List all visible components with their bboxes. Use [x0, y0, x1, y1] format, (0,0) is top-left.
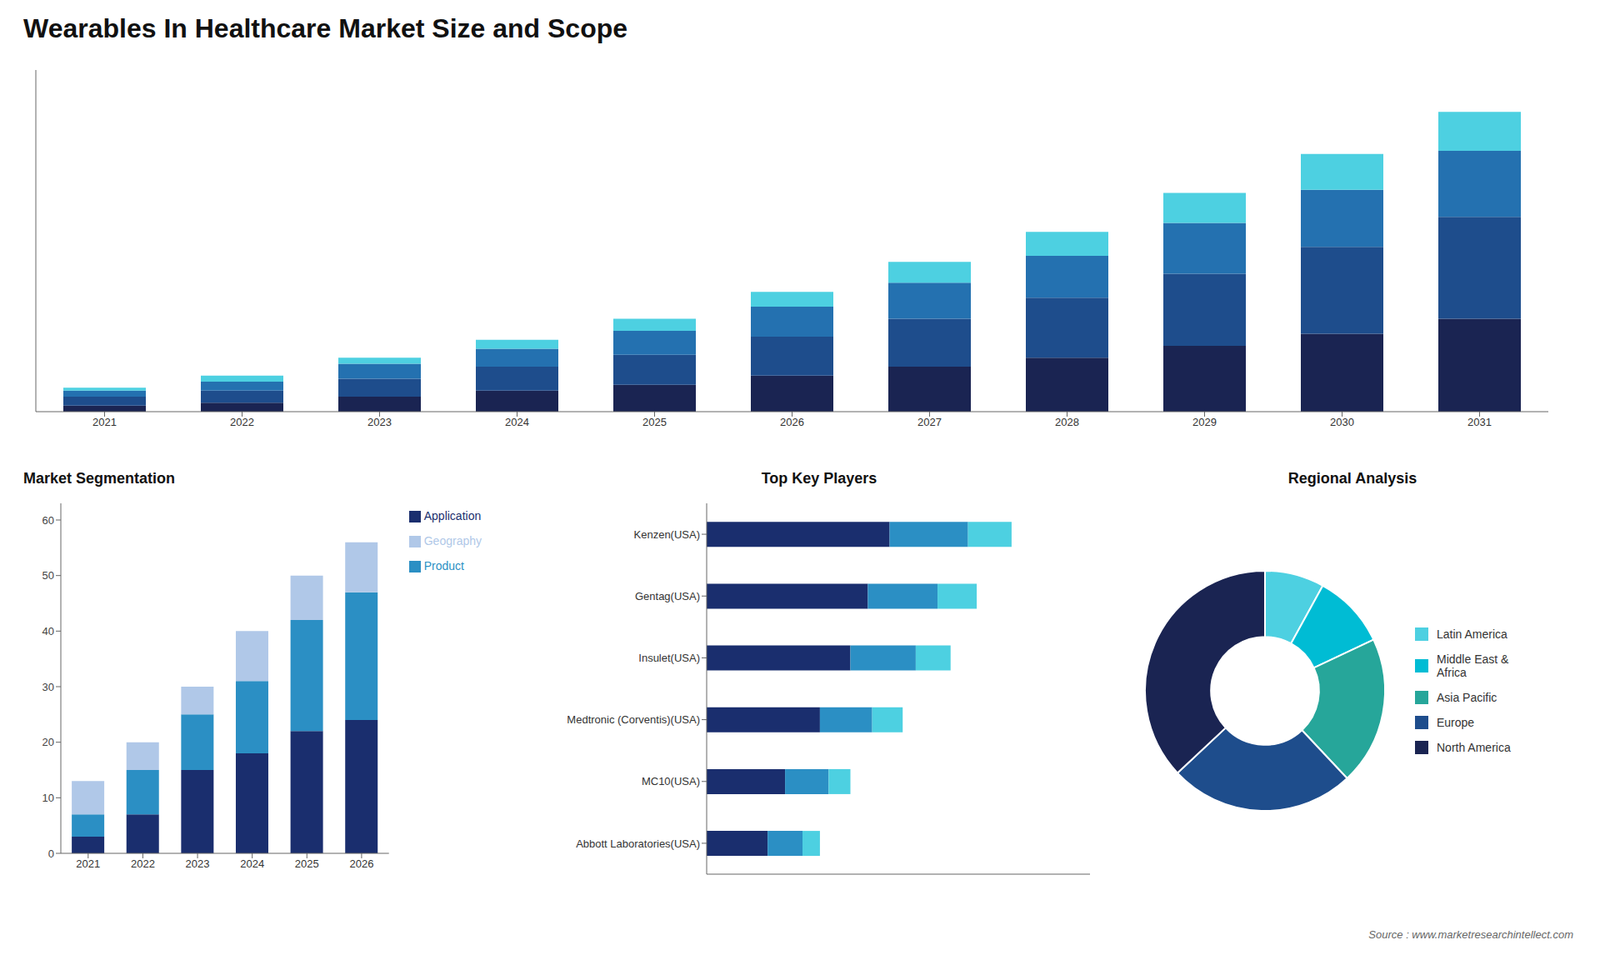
svg-text:Medtronic (Corventis)(USA): Medtronic (Corventis)(USA)	[566, 713, 700, 726]
svg-text:30: 30	[42, 680, 55, 694]
html-text:Wearables In Healthcare Market: Wearables In Healthcare Market Size and …	[23, 13, 628, 44]
html-text:Europe: Europe	[1436, 715, 1475, 730]
svg-text:2023: 2023	[367, 415, 392, 429]
svg-text:Gentag(USA): Gentag(USA)	[635, 590, 700, 603]
html-text:Top Key Players: Top Key Players	[761, 470, 877, 487]
svg-text:2026: 2026	[349, 857, 374, 870]
svg-text:2026: 2026	[780, 415, 805, 429]
svg-text:2021: 2021	[92, 415, 117, 429]
svg-text:2025: 2025	[642, 415, 667, 429]
svg-text:2022: 2022	[230, 415, 255, 429]
svg-text:20: 20	[42, 735, 55, 749]
html-text:Market Segmentation: Market Segmentation	[23, 470, 175, 487]
svg-text:40: 40	[42, 625, 55, 638]
svg-text:2031: 2031	[1467, 415, 1492, 429]
svg-text:2021: 2021	[75, 857, 100, 870]
html-text:North America: North America	[1436, 740, 1511, 755]
html-text:Regional Analysis: Regional Analysis	[1288, 470, 1417, 487]
html-text:Asia Pacific: Asia Pacific	[1436, 690, 1497, 705]
svg-text:2028: 2028	[1055, 415, 1080, 429]
svg-text:60: 60	[42, 514, 55, 527]
html-text:Geography: Geography	[423, 534, 482, 548]
svg-text:2024: 2024	[505, 415, 530, 429]
svg-text:2030: 2030	[1330, 415, 1355, 429]
svg-text:Kenzen(USA): Kenzen(USA)	[634, 528, 700, 541]
svg-text:2023: 2023	[185, 857, 210, 870]
svg-text:50: 50	[42, 569, 55, 582]
svg-text:2029: 2029	[1192, 415, 1217, 429]
html-text:Application: Application	[423, 509, 481, 523]
svg-text:MC10(USA): MC10(USA)	[641, 775, 700, 788]
svg-text:2024: 2024	[240, 857, 265, 870]
svg-text:Insulet(USA): Insulet(USA)	[638, 651, 700, 665]
svg-text:10: 10	[42, 791, 55, 805]
svg-text:2022: 2022	[130, 857, 155, 870]
html-text:Source : www.marketresearchint: Source : www.marketresearchintellect.com	[1368, 928, 1574, 941]
html-text:Middle East & Africa: Middle East & Africa	[1436, 652, 1509, 680]
svg-text:Abbott Laboratories(USA): Abbott Laboratories(USA)	[575, 837, 700, 850]
svg-text:2027: 2027	[917, 415, 942, 429]
html-text:Latin America: Latin America	[1436, 627, 1508, 641]
svg-text:0: 0	[48, 847, 55, 860]
html-text:Product: Product	[423, 559, 465, 573]
svg-text:2025: 2025	[295, 857, 320, 870]
